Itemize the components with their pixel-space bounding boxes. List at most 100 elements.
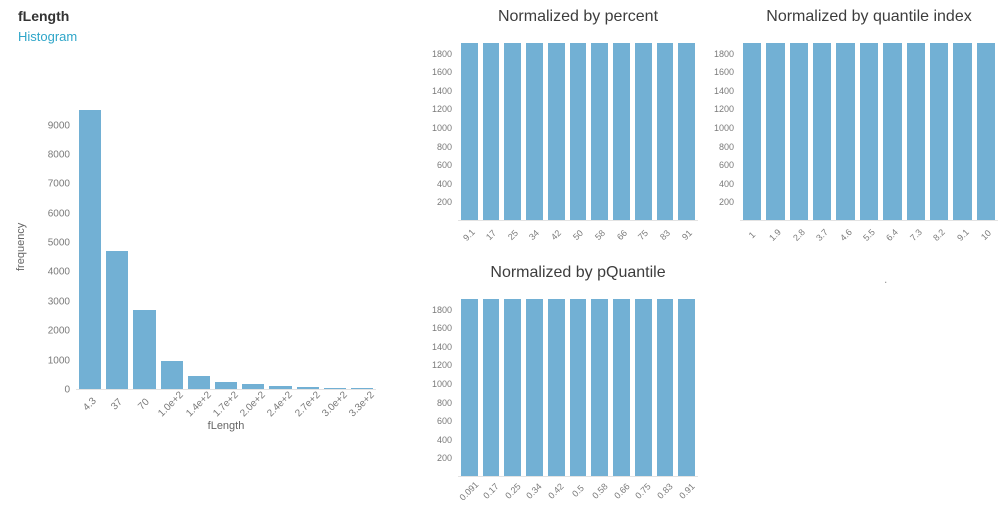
y-tick-label: 200: [436, 197, 452, 208]
chart-title: Normalized by quantile index: [766, 8, 972, 25]
x-axis-ticks: 4.3 37 70 1.0e+2 1.4e+2 1.7e+2 2.0e+2 2.4e+2 2.7…: [76, 389, 377, 420]
histogram-bar[interactable]: [591, 43, 609, 220]
x-tick-label: 8.2: [931, 227, 948, 243]
y-tick-label: 1800: [431, 304, 452, 315]
histogram-bar[interactable]: [526, 43, 543, 220]
histogram-bar[interactable]: [269, 386, 292, 389]
y-tick-label: 9000: [47, 120, 70, 132]
histogram-bar[interactable]: [350, 388, 374, 389]
histogram-bar[interactable]: [504, 299, 522, 476]
histogram-link[interactable]: Histogram: [18, 29, 78, 44]
histogram-bar[interactable]: [656, 43, 674, 220]
histogram-bar[interactable]: [813, 43, 832, 220]
plot-area: [458, 290, 698, 477]
y-tick-label: 200: [718, 197, 734, 208]
y-tick-label: 400: [436, 178, 452, 189]
y-tick-label: 1000: [713, 123, 734, 133]
histogram-bar[interactable]: [656, 299, 674, 476]
histogram-bar[interactable]: [634, 299, 652, 476]
histogram-bar[interactable]: [569, 43, 587, 220]
x-tick-label: 7.3: [907, 227, 924, 243]
y-tick-label: 600: [436, 160, 452, 171]
bars: [740, 34, 998, 220]
x-tick-label: 34: [527, 227, 542, 243]
x-tick-label: 1: [746, 229, 758, 241]
x-tick-label: 0.91: [677, 481, 697, 501]
x-axis-ticks: 1 1.9 2.8 3.7 4.6 5.5 6.4 7.3 8.2 9.1 10: [740, 221, 998, 251]
histogram-bar[interactable]: [976, 43, 995, 220]
histogram-bar[interactable]: [613, 299, 630, 476]
x-tick-label: 66: [614, 227, 629, 243]
histogram-bar[interactable]: [859, 43, 879, 220]
y-tick-label: 7000: [47, 178, 70, 190]
histogram-bar[interactable]: [242, 384, 265, 389]
histogram-bar[interactable]: [526, 299, 543, 476]
x-tick-label: 0.83: [655, 481, 675, 501]
page-title: fLength: [18, 8, 70, 24]
histogram-bar[interactable]: [836, 43, 855, 220]
y-tick-label: 8000: [47, 149, 70, 161]
plot-area: [76, 104, 376, 390]
histogram-bar[interactable]: [953, 43, 972, 220]
y-tick-label: 800: [436, 141, 452, 152]
histogram-bar[interactable]: [323, 387, 346, 389]
chart-header: fLength Histogram: [18, 8, 77, 44]
y-tick-label: 1000: [431, 379, 452, 389]
y-tick-label: 800: [436, 397, 452, 408]
x-tick-label: 2.0e+2: [238, 389, 269, 420]
histogram-bar[interactable]: [482, 299, 500, 476]
histogram-bar[interactable]: [613, 43, 630, 220]
y-tick-label: 6000: [47, 208, 70, 220]
histogram-bar[interactable]: [133, 309, 156, 389]
y-tick-label: 400: [436, 434, 452, 445]
histogram-bar[interactable]: [906, 43, 925, 220]
histogram-bar[interactable]: [547, 299, 565, 476]
normalized-by-percent-chart: Normalized by percent 200 400 600 800 1000 12…: [420, 8, 698, 251]
x-tick-label: 0.5: [570, 483, 586, 499]
histogram-bar[interactable]: [547, 43, 565, 220]
histogram-bar[interactable]: [766, 43, 785, 220]
histogram-bar[interactable]: [296, 387, 319, 389]
x-tick-label: 17: [483, 227, 498, 243]
x-tick-label: 9.1: [460, 227, 477, 243]
histogram-bar[interactable]: [482, 43, 500, 220]
stray-mark: .: [884, 272, 888, 286]
bars: [458, 290, 698, 476]
x-tick-label: 2.8: [790, 227, 807, 243]
y-tick-label: 0: [64, 384, 70, 396]
bars: [76, 104, 376, 389]
x-tick-label: 50: [570, 227, 586, 243]
histogram-bar[interactable]: [929, 43, 949, 220]
histogram-bar[interactable]: [634, 43, 652, 220]
y-tick-label: 400: [718, 178, 734, 189]
histogram-bar[interactable]: [678, 299, 696, 476]
flength-histogram-chart: frequency 0 1000 2000 3000 4000 5000 6000 7000 8…: [14, 104, 377, 432]
histogram-bar[interactable]: [591, 299, 609, 476]
histogram-bar[interactable]: [160, 361, 183, 389]
x-tick-label: 3.7: [814, 227, 831, 243]
histogram-bar[interactable]: [79, 109, 102, 389]
x-tick-label: 42: [549, 227, 564, 243]
x-tick-label: 1.9: [767, 227, 784, 243]
y-axis-ticks: 200 400 600 800 1000 1200 1400 1600 1800: [420, 35, 458, 221]
histogram-bar[interactable]: [187, 375, 210, 389]
histogram-bar[interactable]: [461, 299, 478, 476]
histogram-bar[interactable]: [106, 250, 129, 389]
histogram-bar[interactable]: [743, 43, 762, 220]
histogram-bar[interactable]: [789, 43, 809, 220]
histogram-bar[interactable]: [461, 43, 478, 220]
normalized-by-pquantile-chart: Normalized by pQuantile 200 400 600 800 1000…: [420, 264, 698, 507]
histogram-bar[interactable]: [883, 43, 902, 220]
y-tick-label: 5000: [47, 237, 70, 249]
histogram-bar[interactable]: [214, 381, 238, 389]
histogram-bar[interactable]: [569, 299, 587, 476]
x-tick-label: 25: [505, 227, 520, 243]
x-tick-label: 0.25: [502, 481, 523, 501]
histogram-bar[interactable]: [678, 43, 696, 220]
histogram-bar[interactable]: [504, 43, 522, 220]
x-tick-label: 3.0e+2: [320, 389, 350, 420]
x-tick-label: 9.1: [954, 227, 971, 243]
x-axis-ticks: 9.1 17 25 34 42 50 58 66 75 83 91: [458, 221, 698, 251]
y-tick-label: 1800: [713, 48, 734, 59]
x-tick-label: 0.42: [546, 481, 566, 501]
